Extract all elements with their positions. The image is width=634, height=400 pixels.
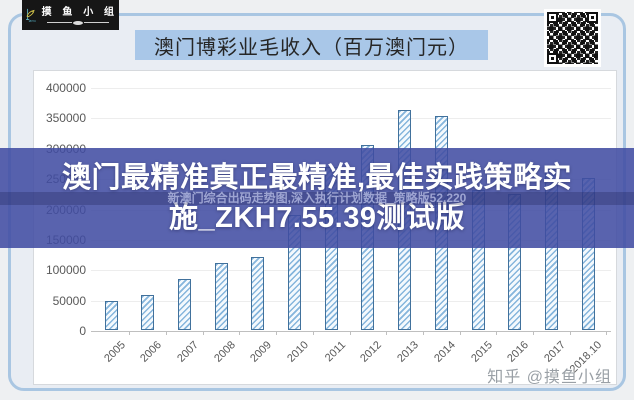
- brand-text-block: 摸 鱼 小 组: [40, 6, 116, 25]
- y-tick-label: 50000: [52, 293, 86, 308]
- promo-text-line1: 澳门最精准真正最精准,最佳实践策略实: [61, 161, 573, 194]
- qr-finder-icon: [547, 12, 558, 23]
- brand-divider: [46, 20, 109, 25]
- promo-text-line2: 施_ZKH7.55.39测试版: [169, 201, 465, 234]
- brand-logo: MOYU 摸 鱼 小 组: [22, 0, 119, 30]
- x-tick-label: 2007: [175, 339, 201, 365]
- axis-tick: [422, 331, 424, 335]
- x-tick-label: 2013: [395, 339, 422, 365]
- axis-tick: [239, 331, 241, 335]
- x-tick-label: 2009: [248, 339, 275, 365]
- svg-text:MOYU: MOYU: [29, 20, 36, 23]
- fish-hook-icon: MOYU: [26, 8, 36, 23]
- axis-tick: [386, 331, 388, 335]
- x-tick-label: 2017: [542, 339, 568, 365]
- chart-title: 澳门博彩业毛收入（百万澳门元）: [154, 36, 469, 59]
- y-tick-label: 100000: [45, 263, 86, 278]
- gridline: [91, 88, 611, 89]
- axis-tick: [606, 331, 608, 335]
- zhihu-credit: 知乎 @摸鱼小组: [487, 369, 612, 386]
- axis-tick: [166, 331, 168, 335]
- bar-2005: [104, 301, 118, 330]
- brand-name: 摸 鱼 小 组: [41, 6, 118, 18]
- bar-2007: [177, 279, 191, 330]
- axis-tick: [202, 331, 204, 335]
- x-tick-label: 2011: [322, 339, 348, 365]
- axis-tick: [349, 331, 351, 335]
- bar-2006: [141, 295, 155, 330]
- gridline: [91, 300, 611, 302]
- qr-finder-icon: [587, 12, 598, 23]
- axis-tick: [129, 331, 131, 335]
- qr-pattern: [547, 12, 598, 64]
- x-tick-label: 2016: [505, 339, 532, 365]
- gridline: [91, 331, 611, 332]
- x-tick-label: 2014: [431, 339, 458, 365]
- x-tick-label: 2005: [101, 339, 128, 365]
- x-tick-label: 2010: [285, 339, 311, 365]
- y-tick-label: 350000: [45, 111, 86, 126]
- promo-overlay-banner: 澳门最精准真正最精准,最佳实践策略实 新澳门综合出码走势图,深入执行计划数据_策…: [0, 148, 634, 248]
- qr-code: [544, 9, 601, 67]
- x-tick-label: 2006: [138, 339, 165, 365]
- x-tick-label: 2015: [468, 339, 495, 365]
- chart-title-highlight: 澳门博彩业毛收入（百万澳门元）: [135, 30, 488, 60]
- x-tick-label: 2008: [211, 339, 238, 365]
- qr-finder-icon: [547, 53, 558, 64]
- y-tick-label: 400000: [45, 81, 86, 95]
- axis-tick: [276, 331, 278, 335]
- axis-tick: [496, 331, 498, 335]
- divider-fish-icon: [72, 20, 83, 25]
- bar-2008: [214, 263, 228, 330]
- axis-tick: [312, 331, 314, 335]
- axis-tick: [569, 331, 571, 335]
- gridline: [91, 118, 611, 120]
- x-tick-label: 2012: [358, 339, 385, 365]
- gridline: [91, 270, 611, 272]
- bar-2009: [251, 257, 265, 330]
- promo-watermark: 新澳门综合出码走势图,深入执行计划数据_策略版52.220: [0, 191, 634, 205]
- y-tick-label: 0: [79, 324, 86, 338]
- axis-tick: [533, 331, 535, 335]
- axis-tick: [459, 331, 461, 335]
